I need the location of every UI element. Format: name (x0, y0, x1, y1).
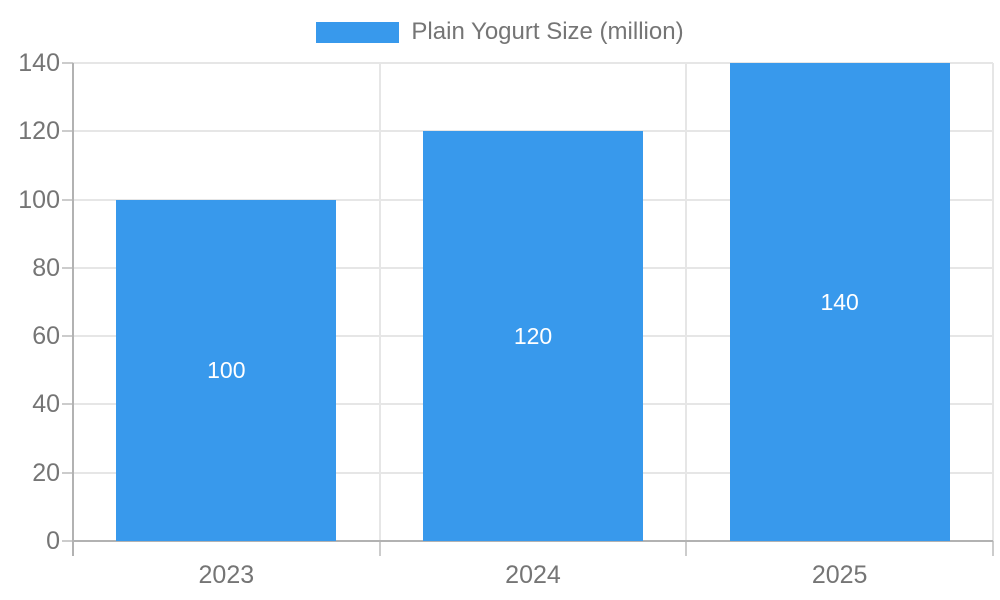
x-tick-mark (685, 541, 688, 556)
y-axis-tick-label: 80 (32, 253, 60, 282)
x-axis-tick-label: 2023 (198, 561, 255, 589)
bar-value-label: 100 (207, 357, 246, 384)
y-axis-tick-label: 60 (32, 322, 60, 351)
x-axis-line (73, 540, 993, 542)
y-axis-tick-label: 40 (32, 390, 60, 419)
y-axis-tick-label: 0 (46, 527, 60, 555)
x-axis-tick-label: 2025 (811, 561, 868, 589)
x-gridline (685, 63, 688, 541)
y-tick-mark (62, 403, 73, 406)
y-tick-mark (62, 130, 73, 133)
bar-2025 (729, 63, 950, 541)
legend: Plain Yogurt Size (million) (0, 10, 1000, 54)
legend-label: Plain Yogurt Size (million) (411, 18, 684, 45)
y-axis-tick-label: 120 (18, 117, 60, 146)
bar-value-label: 140 (820, 289, 859, 315)
legend-swatch (316, 21, 400, 43)
x-gridline (378, 63, 381, 541)
x-axis-tick-label: 2024 (505, 561, 561, 589)
y-tick-mark (62, 266, 73, 269)
x-gridline (992, 63, 994, 541)
y-tick-mark (62, 198, 73, 201)
y-axis-tick-label: 140 (18, 49, 60, 77)
x-tick-mark (378, 541, 381, 556)
y-axis-tick-label: 100 (18, 185, 60, 214)
bar-2024 (423, 131, 643, 541)
x-tick-mark (992, 541, 994, 556)
y-gridline (73, 62, 993, 64)
y-tick-mark (62, 540, 73, 542)
y-tick-mark (62, 335, 73, 338)
y-axis-tick-label: 20 (32, 458, 60, 487)
bar-2023 (116, 199, 337, 541)
y-tick-mark (62, 62, 73, 64)
y-axis-line (72, 63, 74, 556)
bar-value-label: 120 (513, 323, 553, 350)
y-tick-mark (62, 471, 73, 474)
